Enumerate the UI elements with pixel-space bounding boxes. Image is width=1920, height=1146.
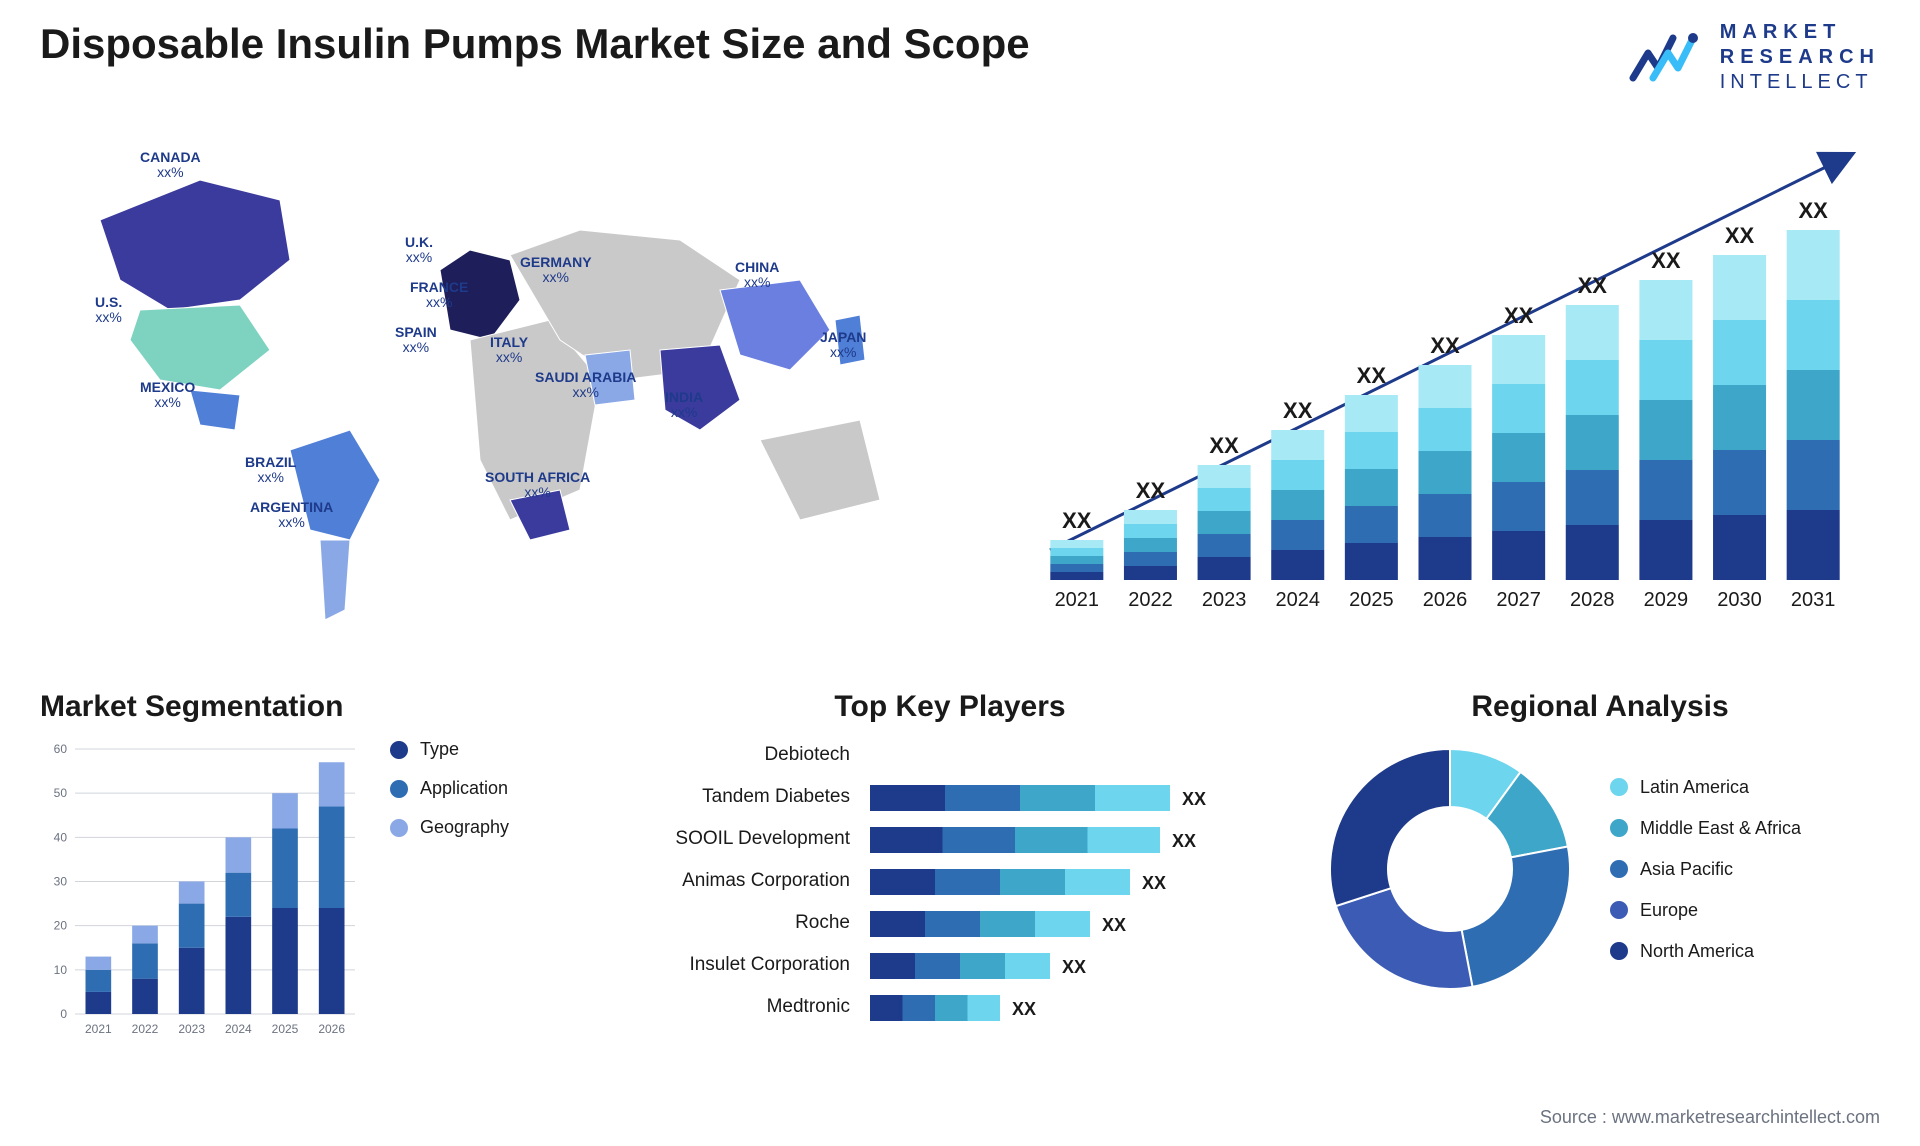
svg-text:2030: 2030 — [1717, 589, 1762, 611]
svg-text:2025: 2025 — [272, 1022, 299, 1036]
svg-text:2023: 2023 — [1202, 589, 1247, 611]
page-title: Disposable Insulin Pumps Market Size and… — [40, 20, 1030, 68]
world-map: CANADAxx% U.S.xx% MEXICOxx% BRAZILxx% ARGENT… — [40, 120, 940, 650]
key-players-title: Top Key Players — [640, 690, 1260, 724]
svg-text:XX: XX — [1651, 248, 1681, 273]
key-player-label: Debiotech — [640, 739, 850, 771]
map-label: GERMANYxx% — [520, 255, 592, 286]
svg-text:2026: 2026 — [318, 1022, 345, 1036]
svg-text:XX: XX — [1142, 873, 1166, 893]
svg-text:2022: 2022 — [1128, 589, 1173, 611]
regional-section: Regional Analysis Latin America Middle Ea… — [1320, 690, 1880, 999]
svg-text:0: 0 — [60, 1007, 67, 1021]
key-player-label: Tandem Diabetes — [640, 781, 850, 813]
key-players-chart: XX XX XX XX XX XX — [870, 739, 1260, 1039]
regional-donut — [1320, 739, 1580, 999]
svg-text:XX: XX — [1357, 363, 1387, 388]
svg-text:XX: XX — [1136, 478, 1166, 503]
segmentation-section: Market Segmentation 0 10 20 30 40 50 60 2021 202… — [40, 690, 600, 1039]
svg-text:XX: XX — [1430, 333, 1460, 358]
segmentation-chart: 0 10 20 30 40 50 60 2021 2022 2023 2024 2025 2026 — [40, 739, 360, 1039]
svg-text:XX: XX — [1182, 789, 1206, 809]
map-label: MEXICOxx% — [140, 380, 195, 411]
svg-text:2025: 2025 — [1349, 589, 1394, 611]
svg-text:2022: 2022 — [132, 1022, 159, 1036]
map-label: FRANCExx% — [410, 280, 468, 311]
main-chart-svg: XX 2021 XX 2022 XX 2023 XX 2024 XX 2025 XX 2026 XX 20… — [1020, 140, 1870, 620]
svg-text:XX: XX — [1172, 831, 1196, 851]
map-label: SAUDI ARABIAxx% — [535, 370, 636, 401]
svg-text:30: 30 — [54, 875, 68, 889]
svg-text:60: 60 — [54, 742, 68, 756]
logo-line3: INTELLECT — [1720, 70, 1880, 95]
legend-item: Application — [390, 778, 509, 799]
svg-text:2028: 2028 — [1570, 589, 1615, 611]
svg-text:2026: 2026 — [1423, 589, 1468, 611]
svg-text:40: 40 — [54, 830, 68, 844]
legend-item: North America — [1610, 941, 1801, 962]
legend-item: Type — [390, 739, 509, 760]
map-label: INDIAxx% — [665, 390, 703, 421]
svg-text:50: 50 — [54, 786, 68, 800]
svg-text:20: 20 — [54, 919, 68, 933]
segmentation-title: Market Segmentation — [40, 690, 600, 724]
svg-text:XX: XX — [1062, 957, 1086, 977]
svg-text:2031: 2031 — [1791, 589, 1836, 611]
regional-legend: Latin America Middle East & Africa Asia Pa… — [1610, 777, 1801, 962]
svg-text:XX: XX — [1578, 273, 1608, 298]
svg-text:XX: XX — [1012, 999, 1036, 1019]
key-players-section: Top Key Players Debiotech Tandem Diabetes… — [640, 690, 1260, 1039]
logo-line1: MARKET — [1720, 20, 1880, 45]
legend-item: Asia Pacific — [1610, 859, 1801, 880]
logo-line2: RESEARCH — [1720, 45, 1880, 70]
key-player-label: SOOIL Development — [640, 823, 850, 855]
key-player-label: Medtronic — [640, 991, 850, 1023]
svg-text:XX: XX — [1062, 508, 1092, 533]
map-label: JAPANxx% — [820, 330, 866, 361]
map-label: CANADAxx% — [140, 150, 201, 181]
legend-item: Middle East & Africa — [1610, 818, 1801, 839]
svg-text:2024: 2024 — [225, 1022, 252, 1036]
map-label: ITALYxx% — [490, 335, 528, 366]
source-text: Source : www.marketresearchintellect.com — [1540, 1107, 1880, 1128]
legend-item: Europe — [1610, 900, 1801, 921]
svg-text:XX: XX — [1504, 303, 1534, 328]
legend-item: Geography — [390, 817, 509, 838]
svg-text:XX: XX — [1725, 223, 1755, 248]
map-label: U.S.xx% — [95, 295, 122, 326]
svg-text:2021: 2021 — [1055, 589, 1100, 611]
key-player-label: Insulet Corporation — [640, 949, 850, 981]
legend-item: Latin America — [1610, 777, 1801, 798]
map-label: SPAINxx% — [395, 325, 437, 356]
map-label: ARGENTINAxx% — [250, 500, 333, 531]
svg-text:XX: XX — [1799, 198, 1829, 223]
svg-text:XX: XX — [1102, 915, 1126, 935]
svg-text:10: 10 — [54, 963, 68, 977]
key-player-label: Roche — [640, 907, 850, 939]
key-player-label: Animas Corporation — [640, 865, 850, 897]
map-label: BRAZILxx% — [245, 455, 296, 486]
svg-text:2029: 2029 — [1644, 589, 1689, 611]
svg-text:XX: XX — [1283, 398, 1313, 423]
main-bar-chart: XX 2021 XX 2022 XX 2023 XX 2024 XX 2025 XX 2026 XX 20… — [1020, 140, 1870, 620]
map-label: SOUTH AFRICAxx% — [485, 470, 590, 501]
header: Disposable Insulin Pumps Market Size and… — [40, 20, 1880, 95]
svg-text:2023: 2023 — [178, 1022, 205, 1036]
svg-text:2021: 2021 — [85, 1022, 112, 1036]
logo-icon — [1628, 28, 1708, 88]
svg-text:2027: 2027 — [1496, 589, 1541, 611]
map-label: CHINAxx% — [735, 260, 779, 291]
svg-text:2024: 2024 — [1275, 589, 1320, 611]
svg-text:XX: XX — [1209, 433, 1239, 458]
map-label: U.K.xx% — [405, 235, 433, 266]
key-players-labels: Debiotech Tandem Diabetes SOOIL Developmen… — [640, 739, 850, 1039]
logo: MARKET RESEARCH INTELLECT — [1628, 20, 1880, 95]
regional-title: Regional Analysis — [1320, 690, 1880, 724]
segmentation-legend: Type Application Geography — [390, 739, 509, 838]
logo-text: MARKET RESEARCH INTELLECT — [1720, 20, 1880, 95]
